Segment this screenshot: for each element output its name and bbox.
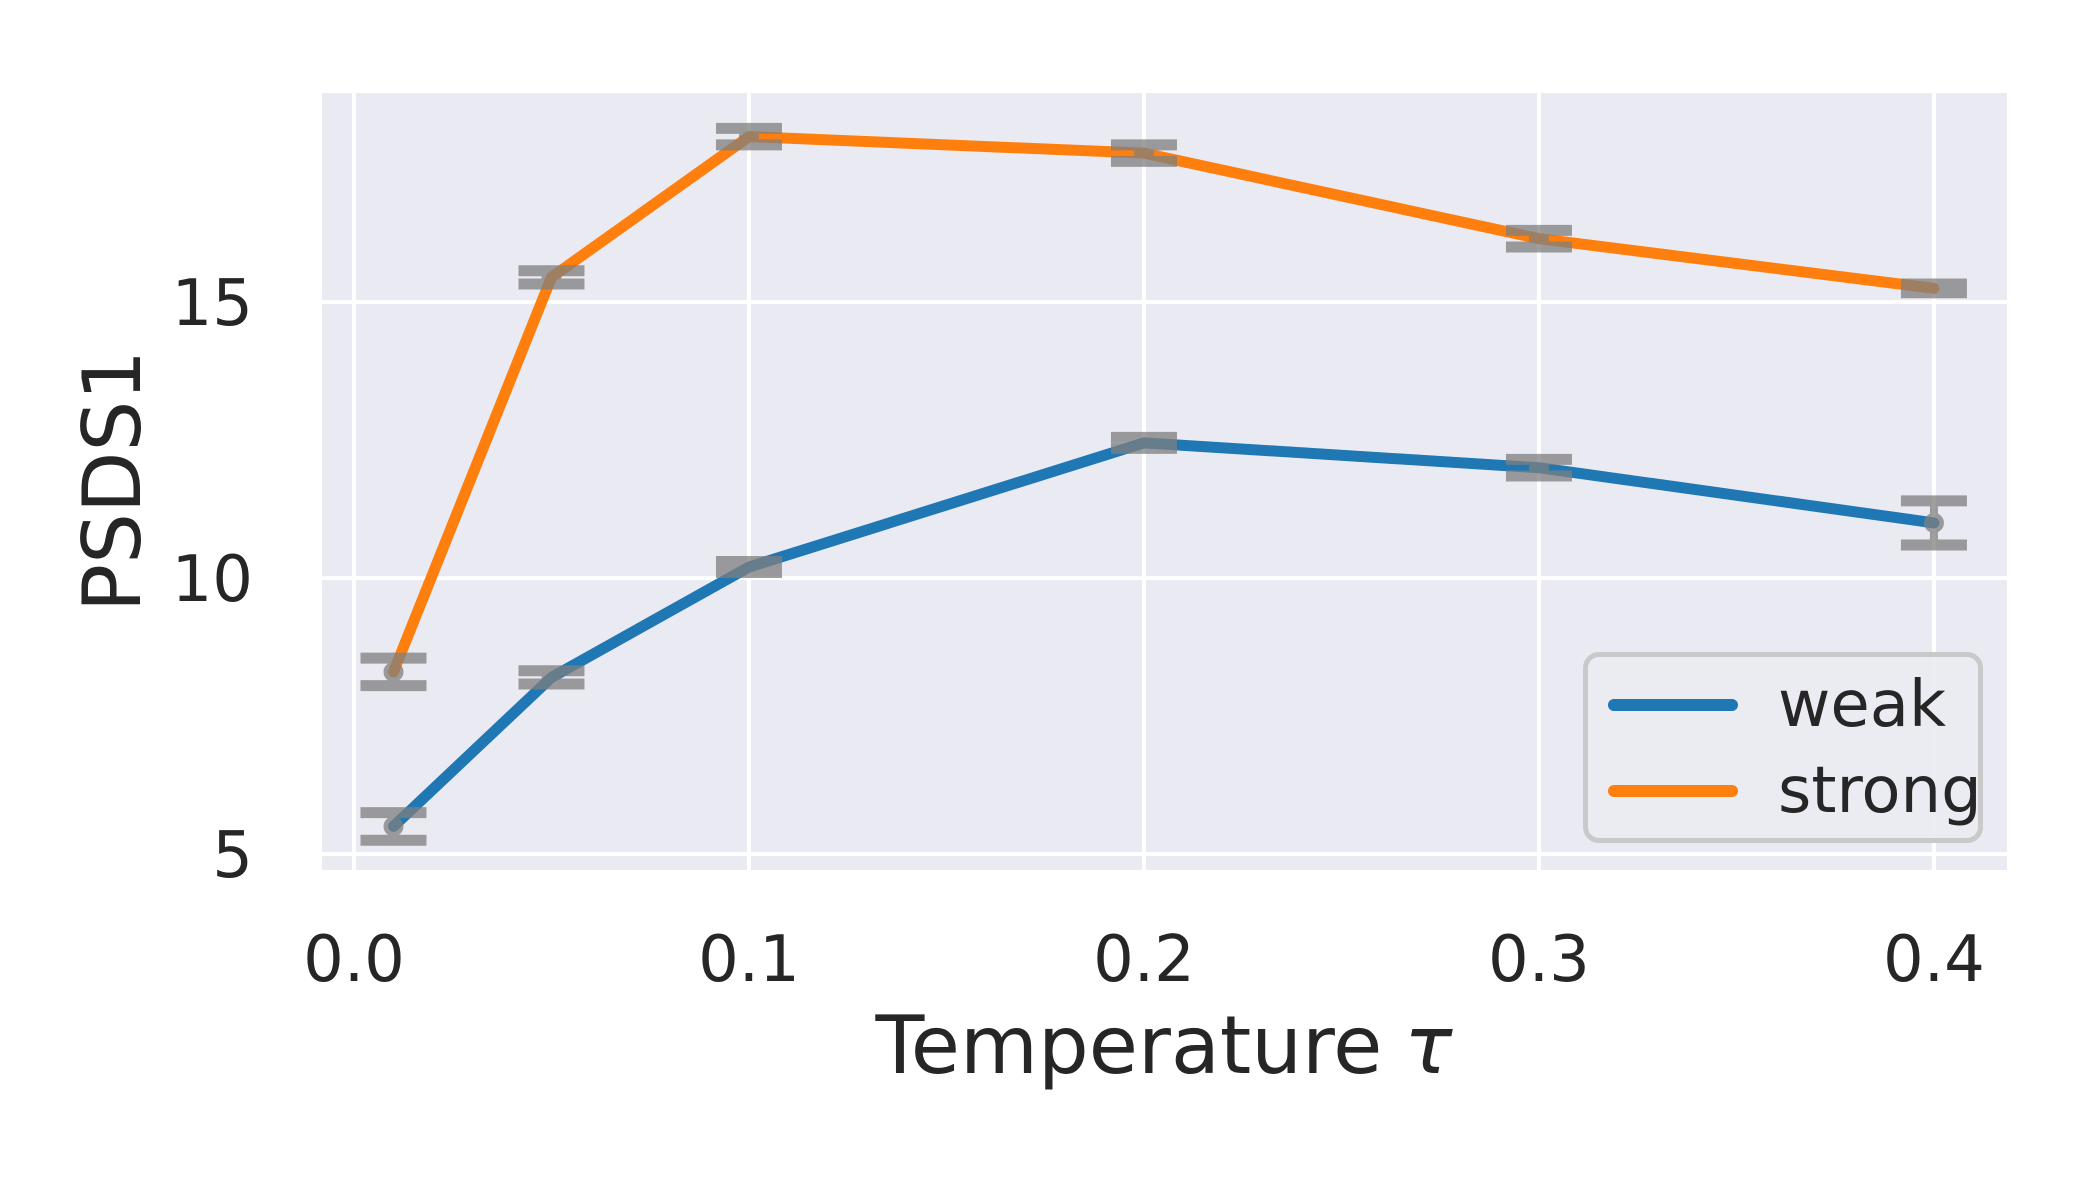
error-bar-strong [518, 265, 585, 290]
data-point-weak [738, 557, 759, 578]
data-point-strong [1923, 278, 1944, 299]
error-bar-strong [1900, 278, 1967, 299]
error-bar-strong [1110, 139, 1177, 167]
x-tick-label: 0.4 [1883, 923, 1985, 997]
data-point-strong [541, 267, 562, 288]
data-point-weak [1923, 512, 1944, 533]
data-point-weak [383, 816, 404, 837]
legend-label-weak: weak [1778, 667, 1946, 742]
y-tick-label: 15 [172, 267, 253, 341]
y-tick-label: 5 [212, 819, 253, 893]
error-bar-weak [715, 556, 782, 579]
data-point-strong [1133, 143, 1154, 164]
error-bar-weak [518, 665, 585, 690]
data-point-weak [1133, 432, 1154, 453]
legend-swatch-strong [1608, 784, 1738, 797]
series-line-weak [387, 437, 1940, 832]
error-bar-strong [715, 122, 782, 151]
error-bar-strong [1505, 224, 1572, 253]
data-point-strong [738, 126, 759, 147]
legend-swatch-weak [1608, 698, 1738, 711]
data-point-strong [383, 661, 404, 682]
error-bar-weak [360, 807, 427, 846]
legend-item-strong: strong [1588, 748, 1982, 834]
x-axis-label-text: Temperature [875, 999, 1383, 1092]
error-bar-weak [1505, 453, 1572, 482]
legend-label-strong: strong [1778, 753, 1982, 828]
data-point-weak [1528, 457, 1549, 478]
series-line-strong [387, 131, 1940, 678]
x-tick-label: 0.2 [1093, 923, 1195, 997]
error-bar-weak [1900, 495, 1967, 551]
legend-item-weak: weak [1588, 662, 1978, 748]
legend: weak strong [1583, 652, 1983, 843]
error-bar-strong [360, 652, 427, 692]
x-tick-label: 0.1 [698, 923, 800, 997]
y-axis-label: PSDS1 [66, 350, 159, 612]
x-tick-label: 0.3 [1488, 923, 1590, 997]
x-tick-label: 0.0 [303, 923, 405, 997]
x-axis-label: Temperature τ [875, 999, 1454, 1092]
x-axis-label-tau-symbol: τ [1404, 999, 1453, 1092]
data-point-strong [1528, 228, 1549, 249]
error-bar-weak [1110, 431, 1177, 454]
y-tick-label: 10 [172, 543, 253, 617]
data-point-weak [541, 667, 562, 688]
